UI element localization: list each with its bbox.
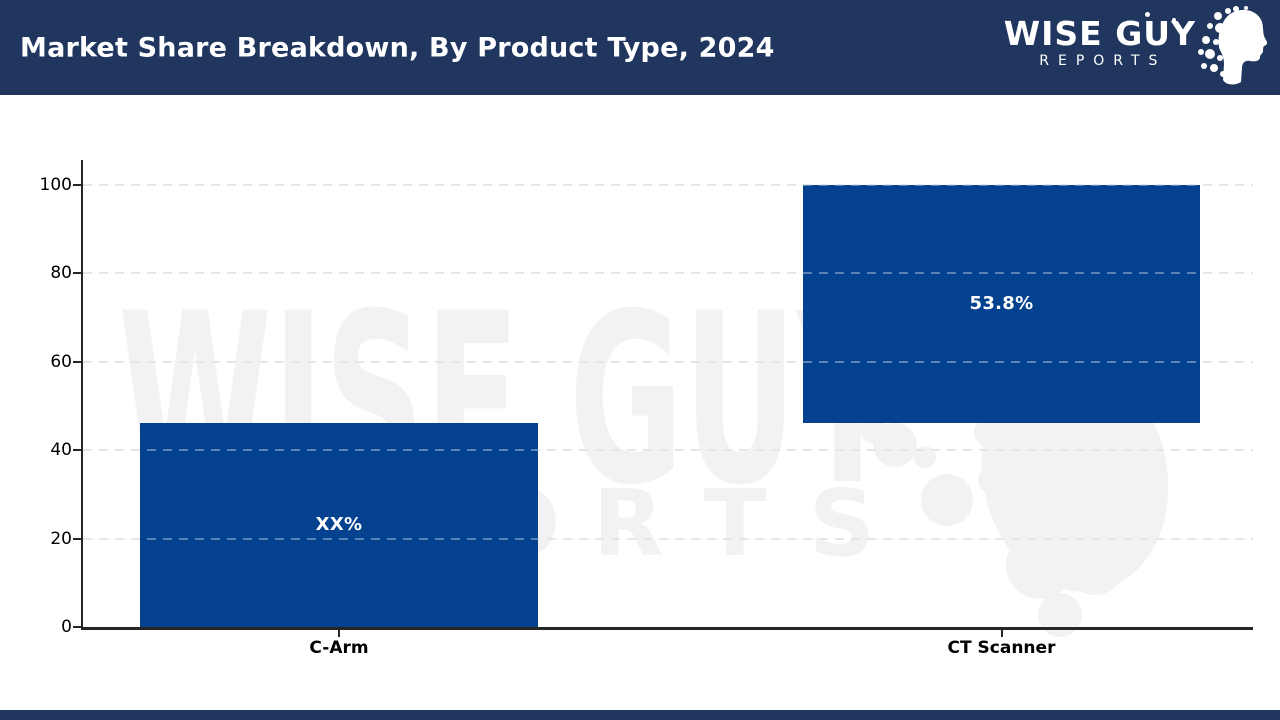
x-tick-mark: [1000, 630, 1003, 637]
header-bar: Market Share Breakdown, By Product Type,…: [0, 0, 1280, 95]
bar-value-label: 53.8%: [969, 293, 1034, 315]
bar-c-arm: XX%: [140, 422, 538, 627]
x-tick-mark: [338, 630, 340, 637]
y-tick-mark: [73, 449, 81, 452]
gridline: [83, 449, 1253, 452]
y-tick-mark: [73, 360, 81, 363]
bar-value-label: XX%: [315, 514, 363, 536]
gridline-overlay: [83, 537, 1253, 540]
bar-ct-scanner: 53.8%: [803, 185, 1200, 423]
y-axis-line: [81, 160, 83, 627]
logo-dot: [1145, 12, 1150, 17]
wise-guy-logo: WISE GUY REPORTS: [1004, 6, 1268, 90]
chart-title: Market Share Breakdown, By Product Type,…: [20, 32, 775, 63]
logo-subtitle: REPORTS: [1039, 53, 1167, 69]
gridline-overlay: [83, 184, 1253, 186]
x-category-label: C-Arm: [309, 638, 369, 658]
y-tick-label: 100: [39, 175, 72, 195]
logo-wordmark: WISE GUY: [1003, 14, 1196, 53]
y-tick-mark: [73, 626, 81, 628]
gridline: [83, 360, 1253, 363]
y-tick-label: 20: [50, 528, 72, 549]
y-tick-label: 60: [50, 351, 72, 372]
y-tick-label: 40: [50, 440, 72, 461]
y-tick-label: 0: [61, 617, 72, 637]
face-profile-icon: [1198, 6, 1268, 85]
gridline-overlay: [83, 449, 1253, 452]
logo-text: WISE GUY REPORTS: [1004, 16, 1196, 70]
x-category-label: CT Scanner: [947, 638, 1056, 658]
y-tick-mark: [73, 537, 81, 540]
gridline: [83, 184, 1253, 186]
gridline-overlay: [83, 272, 1253, 275]
gridline-overlay: [83, 360, 1253, 363]
y-tick-mark: [73, 184, 81, 186]
footer-bar: [0, 710, 1280, 720]
gridline: [83, 272, 1253, 275]
logo-dot: [1172, 18, 1176, 22]
y-tick-label: 80: [50, 263, 72, 284]
y-tick-mark: [73, 272, 81, 275]
watermark-letter: R: [593, 470, 664, 577]
gridline: [83, 537, 1253, 540]
watermark-letter: T: [704, 470, 767, 577]
x-axis-line: [81, 627, 1253, 630]
bar-chart: WISE GUY REPORTS 020406080100XX%C-Arm53.…: [0, 95, 1280, 710]
watermark-letter: S: [809, 470, 875, 577]
